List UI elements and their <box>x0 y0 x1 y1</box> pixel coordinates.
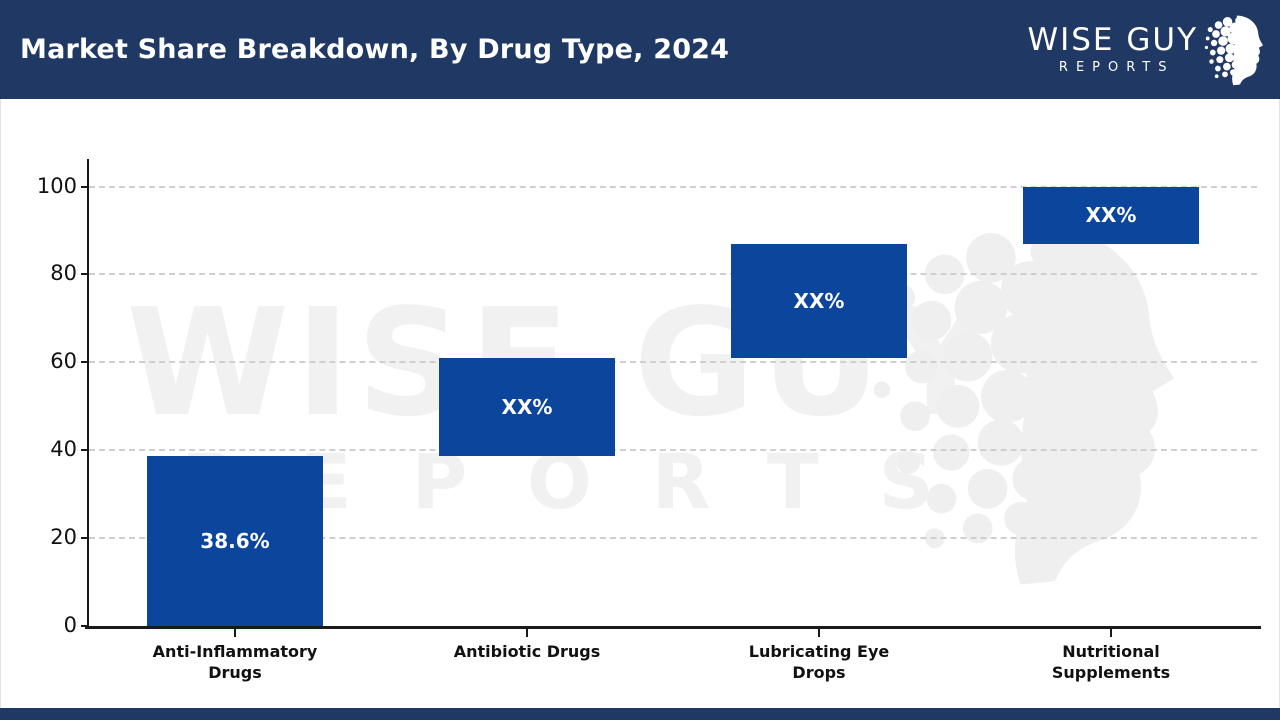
bar-3: XX% <box>731 243 907 358</box>
bar-value-label: XX% <box>1085 203 1137 228</box>
y-axis-tick-label: 40 <box>50 437 77 462</box>
y-axis-tick-mark <box>81 273 89 276</box>
y-axis-tick-mark <box>81 449 89 452</box>
y-axis-tick-mark <box>81 185 89 188</box>
bar-value-label: XX% <box>501 395 553 420</box>
brand-name-text: WISE GUY <box>1027 22 1198 59</box>
x-axis-tick-mark <box>818 629 820 637</box>
y-axis-line <box>87 159 89 629</box>
y-axis-tick-label: 60 <box>50 349 77 374</box>
x-axis-category-label: Anti-Inflammatory Drugs <box>152 642 318 683</box>
bar-4: XX% <box>1023 186 1199 244</box>
gridline-y20 <box>89 537 1257 540</box>
gridline-y60 <box>89 361 1257 364</box>
x-axis-category-label: Antibiotic Drugs <box>453 642 601 661</box>
y-axis-tick-label: 0 <box>63 613 77 637</box>
y-axis-tick-label: 20 <box>50 525 77 550</box>
bar-value-label: 38.6% <box>200 529 270 554</box>
brand-face-icon <box>1200 10 1264 90</box>
brand-subtitle-text: REPORTS <box>1058 59 1175 75</box>
plot-area: WISE GUY REPORTS 0 20 40 60 80 100 38.6% Anti-I… <box>0 99 1280 708</box>
x-axis-tick-mark <box>526 629 528 637</box>
x-axis-line <box>85 626 1261 629</box>
footer-bar <box>0 708 1280 720</box>
y-axis-tick-label: 100 <box>36 173 77 198</box>
bar-value-label: XX% <box>793 288 845 313</box>
gridline-y100 <box>89 185 1257 188</box>
x-axis-tick-mark <box>234 629 236 637</box>
chart-title: Market Share Breakdown, By Drug Type, 20… <box>20 34 730 65</box>
brand-logo: WISE GUY REPORTS <box>1027 10 1264 90</box>
y-axis-tick-mark <box>81 361 89 364</box>
x-axis-category-label: Lubricating Eye Drops <box>748 642 890 683</box>
bar-1: 38.6% <box>147 456 323 626</box>
gridline-y80 <box>89 273 1257 276</box>
bar-2: XX% <box>439 357 615 457</box>
y-axis-tick-label: 80 <box>50 261 77 286</box>
x-axis-category-label: Nutritional Supplements <box>1051 642 1171 683</box>
y-axis-tick-mark <box>81 537 89 540</box>
gridline-y40 <box>89 449 1257 452</box>
header: Market Share Breakdown, By Drug Type, 20… <box>0 0 1280 99</box>
x-axis-tick-mark <box>1110 629 1112 637</box>
brand-wordmark: WISE GUY REPORTS <box>1027 24 1198 75</box>
